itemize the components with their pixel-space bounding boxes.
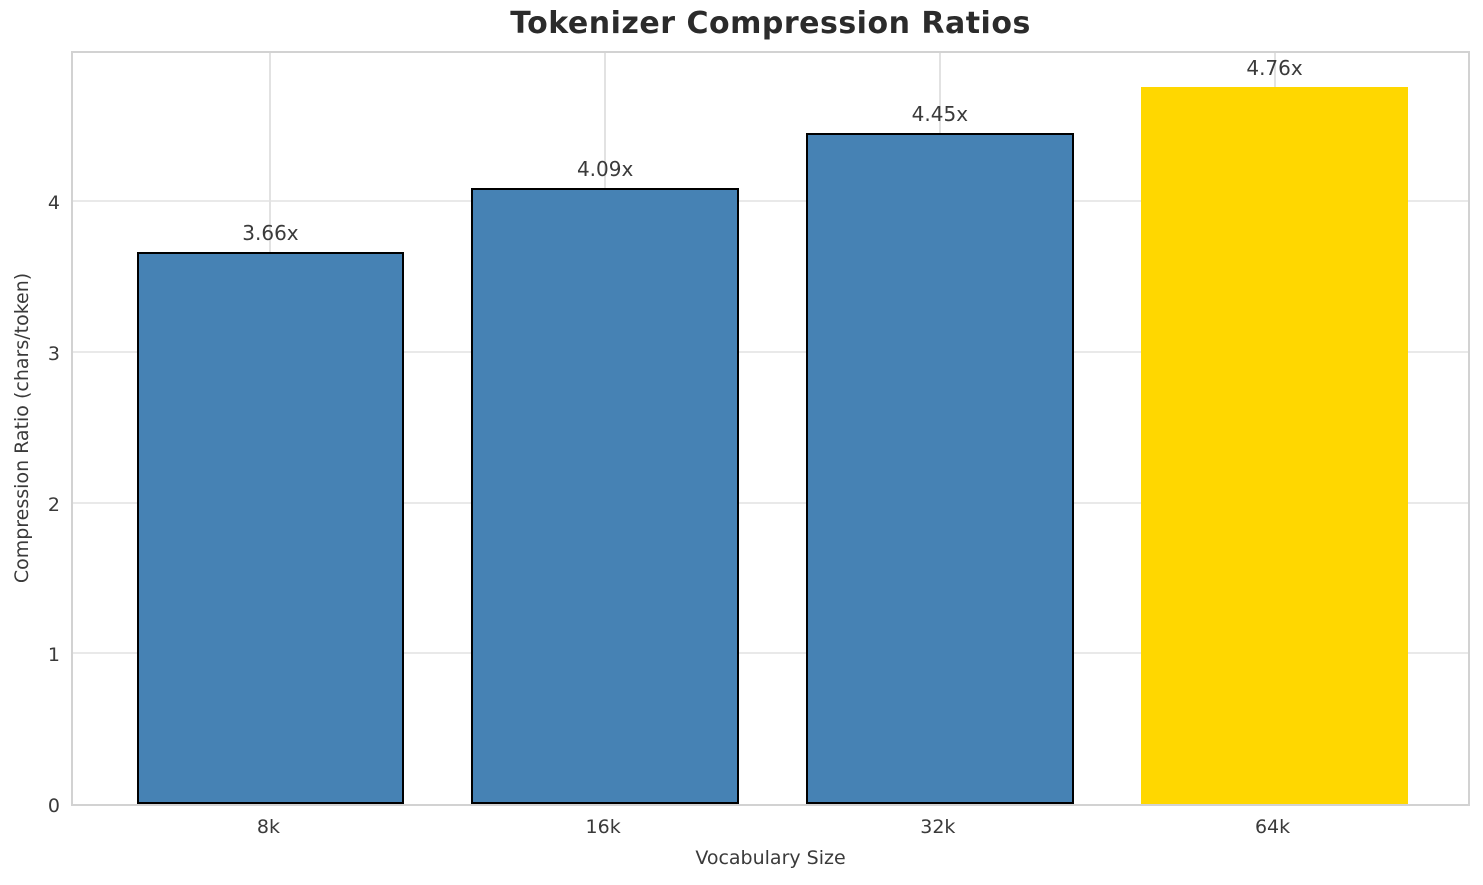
y-axis-label: Compression Ratio (chars/token)	[11, 272, 33, 584]
bar-value-label: 4.76x	[1246, 55, 1303, 80]
x-tick-label: 16k	[585, 816, 621, 838]
gridline-horizontal	[73, 350, 1468, 353]
chart-title: Tokenizer Compression Ratios	[510, 6, 1031, 41]
x-tick-label: 64k	[1254, 816, 1291, 838]
x-tick-label: 32k	[920, 816, 956, 838]
y-tick-label: 1	[47, 644, 60, 667]
bar	[136, 252, 405, 804]
x-tick-label: 8k	[256, 816, 280, 838]
y-tick-label: 0	[47, 795, 60, 817]
plot-area: 3.66x 4.09x 4.45x 4.76x	[71, 51, 1470, 806]
x-axis-label: Vocabulary Size	[695, 847, 846, 869]
gridline-horizontal	[73, 200, 1468, 203]
bar-value-label: 4.45x	[911, 102, 969, 127]
bar-value-label: 4.09x	[576, 156, 634, 181]
bar	[471, 187, 740, 804]
gridline-horizontal	[73, 652, 1468, 655]
bar	[805, 133, 1074, 804]
gridline-horizontal	[73, 501, 1468, 504]
bar-value-label: 3.66x	[242, 221, 299, 246]
y-tick-label: 2	[47, 493, 60, 516]
y-tick-label: 4	[47, 192, 60, 215]
bar	[1140, 86, 1409, 804]
y-tick-label: 3	[47, 342, 60, 365]
